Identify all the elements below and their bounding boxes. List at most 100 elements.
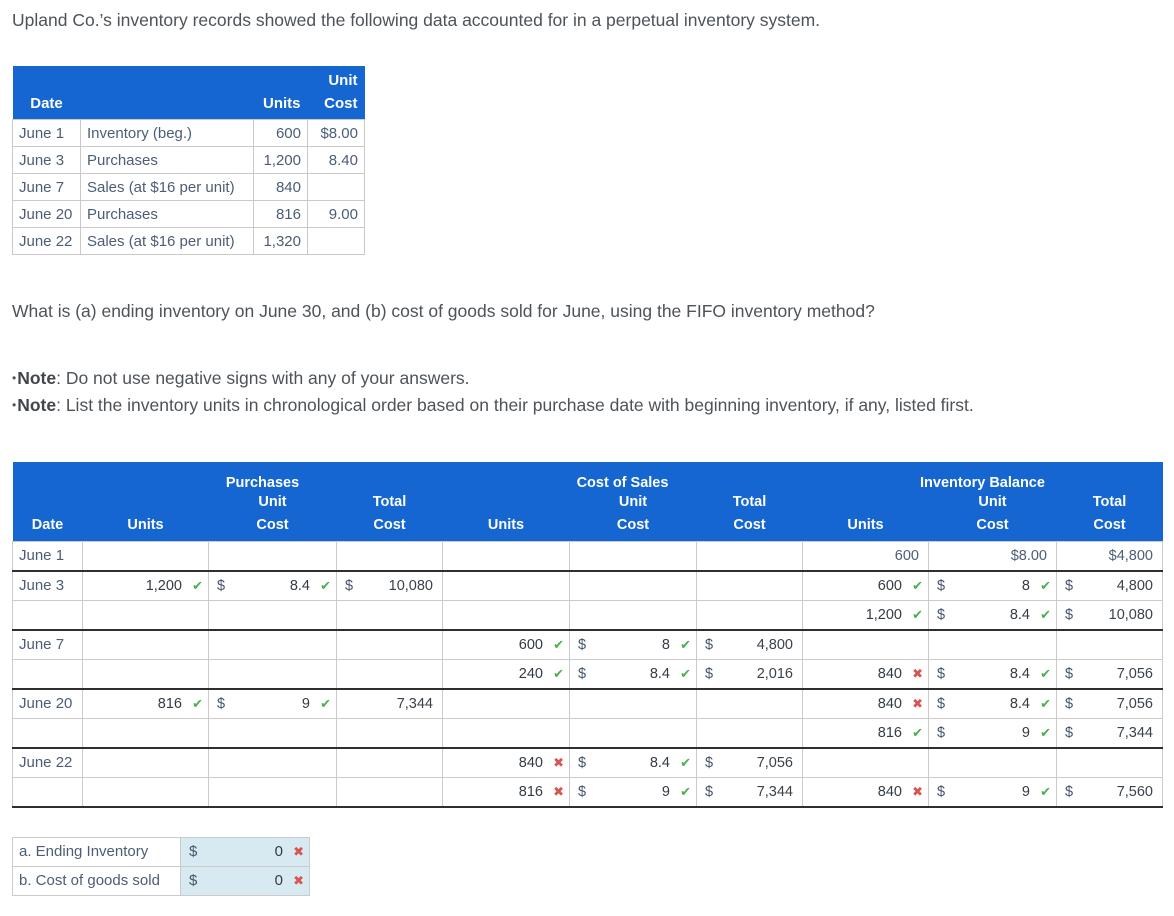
inventory-total-cost-value: $7,344 bbox=[1056, 717, 1163, 749]
purchases-unit-cost-input[interactable]: $8.4 ✔ bbox=[208, 569, 337, 601]
check-icon: ✔ bbox=[1040, 784, 1051, 800]
cost-of-sales-units-input[interactable]: 240 ✔ bbox=[442, 658, 570, 690]
check-icon: ✔ bbox=[320, 696, 331, 712]
inventory-unit-cost-input[interactable]: $8.4 ✔ bbox=[928, 658, 1057, 690]
inventory-units-input[interactable]: 816 ✔ bbox=[802, 717, 929, 749]
empty-cell bbox=[442, 687, 570, 719]
inventory-unit-cost-input[interactable]: $9 ✔ bbox=[928, 776, 1057, 808]
check-icon: ✔ bbox=[912, 725, 923, 741]
cost-of-sales-total-cost-value: $7,056 bbox=[696, 746, 803, 778]
inventory-units-value: 600 bbox=[802, 540, 929, 572]
inventory-units-input[interactable]: 840 ✖ bbox=[802, 687, 929, 719]
summary-row-cost-of-goods-sold: b. Cost of goods sold $0 ✖ bbox=[12, 865, 310, 896]
note-line: •Note: Do not use negative signs with an… bbox=[12, 368, 1174, 389]
empty-cell bbox=[82, 746, 209, 778]
inventory-total-cost-value: $4,800 bbox=[1056, 569, 1163, 601]
cost-of-sales-unit-cost-input[interactable]: $8.4 ✔ bbox=[569, 658, 697, 690]
inventory-units-input[interactable]: 840 ✖ bbox=[802, 776, 929, 808]
empty-cell bbox=[336, 776, 443, 808]
inventory-unit-cost-input[interactable]: $8 ✔ bbox=[928, 569, 1057, 601]
unit-cost-cell bbox=[307, 173, 365, 201]
empty-cell bbox=[802, 746, 929, 778]
cost-of-sales-total-cost-value: $7,344 bbox=[696, 776, 803, 808]
description-cell: Purchases bbox=[80, 200, 254, 228]
group-header-spacer bbox=[12, 462, 83, 491]
inventory-unit-cost-input[interactable]: $8.4 ✔ bbox=[928, 599, 1057, 631]
col-header-unit-cost: Unit Cost bbox=[208, 491, 337, 542]
empty-cell bbox=[82, 658, 209, 690]
table-row: June 1 Inventory (beg.) 600 $8.00 bbox=[12, 119, 365, 147]
check-icon: ✔ bbox=[680, 755, 691, 771]
check-icon: ✔ bbox=[680, 784, 691, 800]
empty-cell bbox=[1056, 746, 1163, 778]
records-header-date: Date bbox=[12, 66, 81, 120]
empty-cell bbox=[82, 599, 209, 631]
date-cell: June 3 bbox=[12, 569, 83, 601]
cost-of-goods-sold-input[interactable]: $0 ✖ bbox=[180, 865, 310, 896]
date-cell: June 20 bbox=[12, 200, 81, 228]
ending-inventory-input[interactable]: $0 ✖ bbox=[180, 836, 310, 867]
empty-cell bbox=[1056, 628, 1163, 660]
empty-cell bbox=[442, 599, 570, 631]
purchases-units-input[interactable]: 816 ✔ bbox=[82, 687, 209, 719]
col-header-date: Date bbox=[12, 491, 83, 542]
worksheet-group-header-row: Purchases Cost of Sales Inventory Balanc… bbox=[12, 462, 1163, 491]
purchases-unit-cost-input[interactable]: $9 ✔ bbox=[208, 687, 337, 719]
col-header-total-cost: Total Cost bbox=[336, 491, 443, 542]
col-header-units: Units bbox=[82, 491, 209, 542]
inventory-unit-cost-input[interactable]: $9 ✔ bbox=[928, 717, 1057, 749]
empty-cell bbox=[82, 628, 209, 660]
cross-icon: ✖ bbox=[912, 784, 923, 800]
note-line: •Note: List the inventory units in chron… bbox=[12, 395, 1174, 416]
group-header-inventory-balance: Inventory Balance bbox=[802, 462, 1163, 491]
description-cell: Sales (at $16 per unit) bbox=[80, 227, 254, 255]
cost-of-sales-units-input[interactable]: 840 ✖ bbox=[442, 746, 570, 778]
check-icon: ✔ bbox=[912, 607, 923, 623]
cost-of-sales-unit-cost-input[interactable]: $8.4 ✔ bbox=[569, 746, 697, 778]
cross-icon: ✖ bbox=[293, 873, 304, 889]
records-header-unit-cost: Unit Cost bbox=[307, 66, 365, 120]
check-icon: ✔ bbox=[1040, 666, 1051, 682]
units-cell: 1,200 bbox=[253, 146, 308, 174]
summary-answers-table: a. Ending Inventory $0 ✖ b. Cost of goods… bbox=[12, 836, 310, 896]
empty-cell bbox=[208, 628, 337, 660]
summary-label: a. Ending Inventory bbox=[12, 836, 181, 867]
cost-of-sales-unit-cost-input[interactable]: $8 ✔ bbox=[569, 628, 697, 660]
purchases-units-input[interactable]: 1,200 ✔ bbox=[82, 569, 209, 601]
description-cell: Purchases bbox=[80, 146, 254, 174]
units-cell: 1,320 bbox=[253, 227, 308, 255]
empty-cell bbox=[928, 746, 1057, 778]
check-icon: ✔ bbox=[1040, 578, 1051, 594]
unit-cost-cell: 9.00 bbox=[307, 200, 365, 228]
description-cell: Sales (at $16 per unit) bbox=[80, 173, 254, 201]
col-header-unit-cost: Unit Cost bbox=[928, 491, 1057, 542]
cost-of-sales-units-input[interactable]: 600 ✔ bbox=[442, 628, 570, 660]
inventory-unit-cost-input[interactable]: $8.4 ✔ bbox=[928, 687, 1057, 719]
empty-cell bbox=[336, 658, 443, 690]
note-label: Note bbox=[17, 395, 57, 415]
worksheet-column-header-row: Date Units Unit Cost Total Cost Units Un… bbox=[12, 491, 1163, 542]
empty-cell bbox=[569, 717, 697, 749]
empty-cell bbox=[336, 746, 443, 778]
empty-cell bbox=[336, 628, 443, 660]
date-cell: June 7 bbox=[12, 628, 83, 660]
units-cell: 840 bbox=[253, 173, 308, 201]
inventory-units-input[interactable]: 840 ✖ bbox=[802, 658, 929, 690]
cost-of-sales-unit-cost-input[interactable]: $9 ✔ bbox=[569, 776, 697, 808]
date-cell: June 1 bbox=[12, 540, 83, 572]
empty-cell bbox=[569, 540, 697, 572]
unit-cost-cell: 8.40 bbox=[307, 146, 365, 174]
cross-icon: ✖ bbox=[912, 696, 923, 712]
check-icon: ✔ bbox=[1040, 607, 1051, 623]
table-row: June 7 Sales (at $16 per unit) 840 bbox=[12, 173, 365, 201]
question-text: What is (a) ending inventory on June 30,… bbox=[12, 301, 875, 321]
col-header-units: Units bbox=[802, 491, 929, 542]
empty-cell bbox=[336, 599, 443, 631]
inventory-units-input[interactable]: 600 ✔ bbox=[802, 569, 929, 601]
inventory-units-input[interactable]: 1,200 ✔ bbox=[802, 599, 929, 631]
unit-cost-cell: $8.00 bbox=[307, 119, 365, 147]
cost-of-sales-units-input[interactable]: 816 ✖ bbox=[442, 776, 570, 808]
note-label: Note bbox=[17, 368, 57, 388]
worksheet-row-june20-2: 816 ✔ $9 ✔ $7,344 bbox=[12, 717, 1163, 749]
check-icon: ✔ bbox=[680, 637, 691, 653]
